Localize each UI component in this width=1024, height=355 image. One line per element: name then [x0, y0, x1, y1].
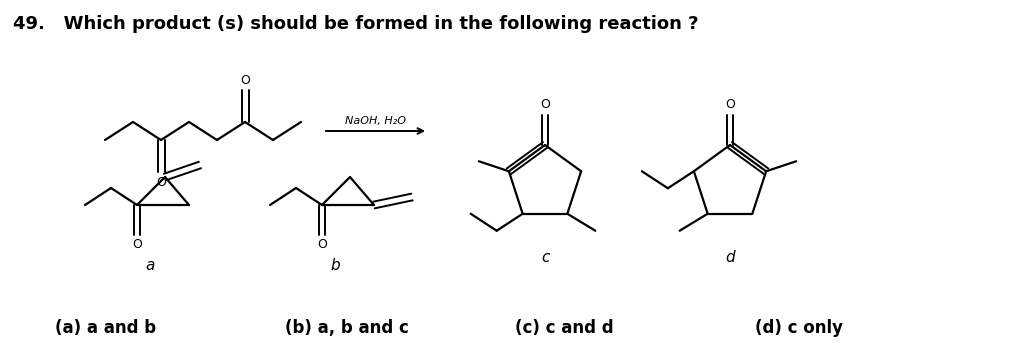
Text: (b) a, b and c: (b) a, b and c — [285, 319, 409, 337]
Text: (a) a and b: (a) a and b — [55, 319, 156, 337]
Text: b: b — [330, 257, 340, 273]
Text: O: O — [156, 175, 166, 189]
Text: NaOH, H₂O: NaOH, H₂O — [345, 116, 406, 126]
Text: O: O — [240, 73, 250, 87]
Text: O: O — [317, 239, 327, 251]
Text: O: O — [132, 239, 142, 251]
Text: (d) c only: (d) c only — [755, 319, 843, 337]
Text: O: O — [725, 98, 735, 111]
Text: c: c — [541, 251, 549, 266]
Text: O: O — [540, 98, 550, 111]
Text: (c) c and d: (c) c and d — [515, 319, 613, 337]
Text: 49.   Which product (s) should be formed in the following reaction ?: 49. Which product (s) should be formed i… — [13, 15, 698, 33]
Text: d: d — [725, 251, 735, 266]
Text: a: a — [145, 257, 155, 273]
